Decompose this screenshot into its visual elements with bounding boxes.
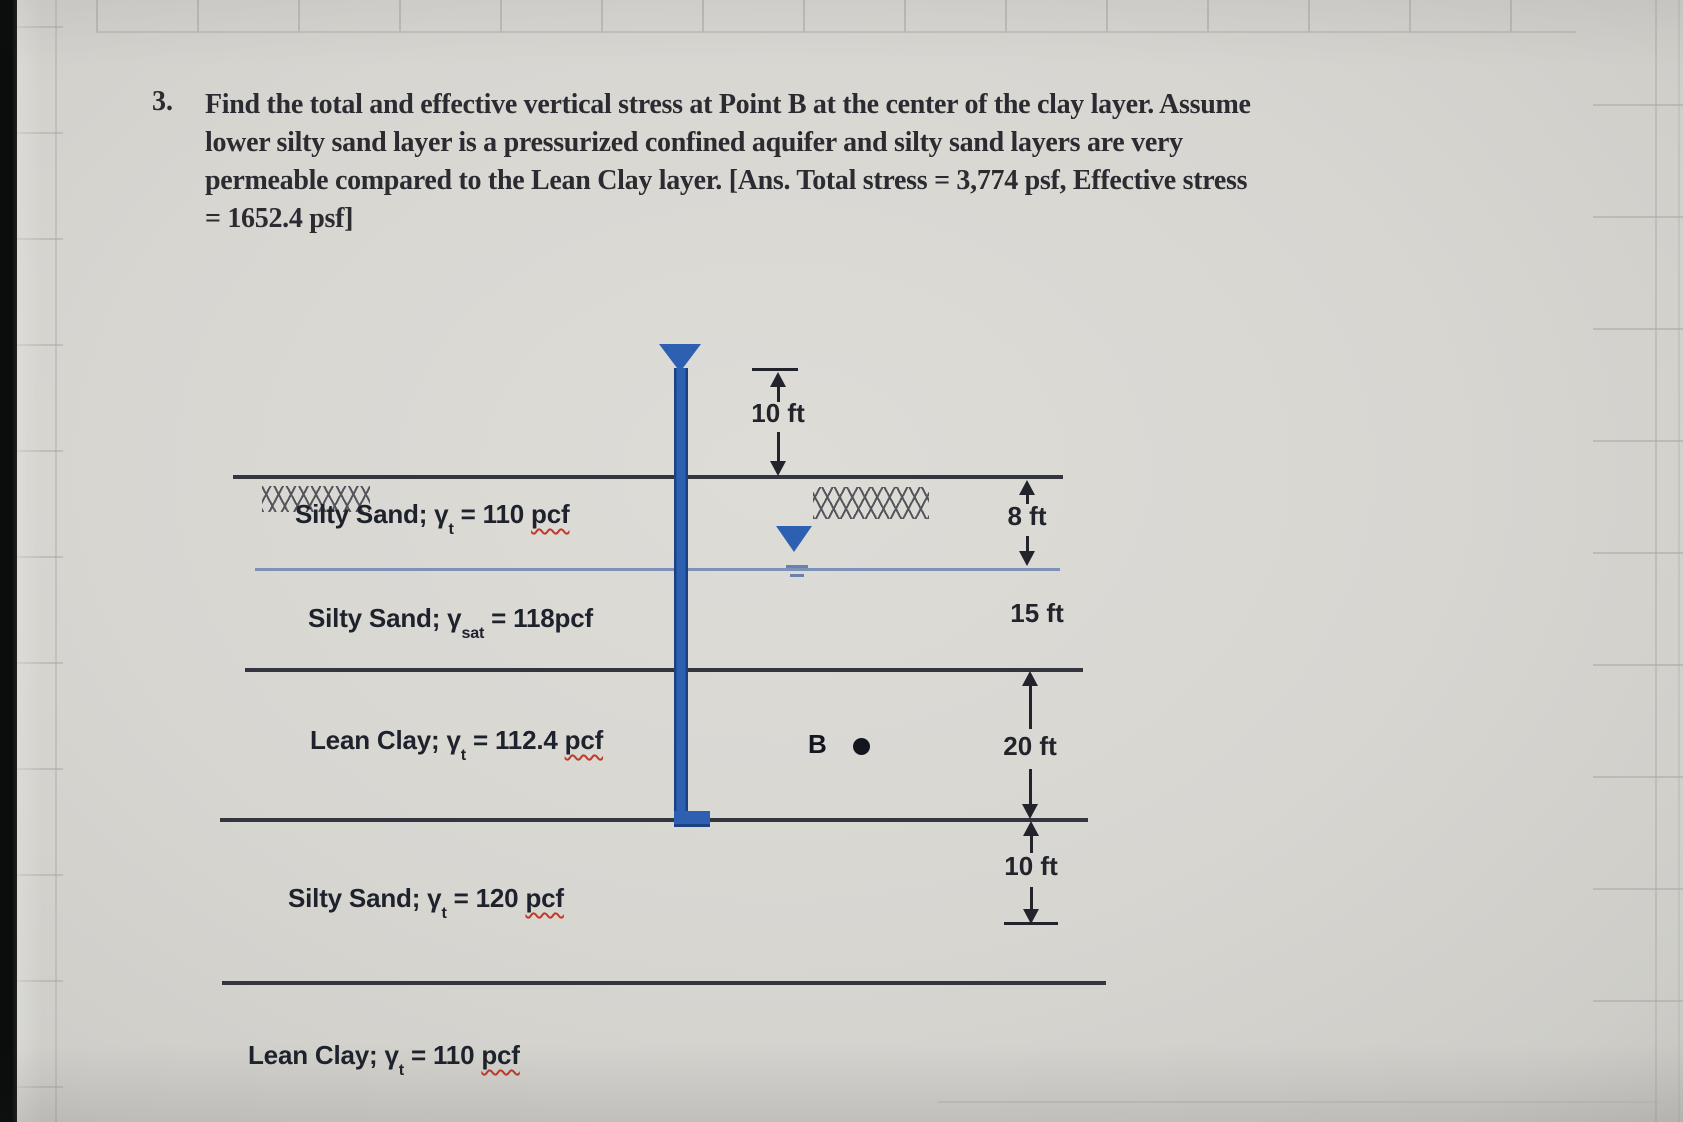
label-text: = 118pcf bbox=[484, 603, 593, 633]
dim-stem bbox=[1030, 835, 1033, 853]
dim-stem bbox=[1029, 685, 1032, 729]
label-subscript: t bbox=[441, 903, 447, 922]
label-text: Lean Clay; γ bbox=[248, 1040, 399, 1070]
arrow-up-icon bbox=[1019, 480, 1035, 495]
dim-label-upper-sand-dry: 8 ft bbox=[1007, 501, 1047, 531]
label-lean-clay-110: Lean Clay; γt = 110 pcf bbox=[248, 1040, 520, 1079]
problem-number: 3. bbox=[152, 86, 173, 117]
arrow-down-icon bbox=[1019, 551, 1035, 566]
label-text: = 110 bbox=[453, 499, 532, 529]
dim-stem bbox=[1030, 887, 1033, 911]
piezometric-level-triangle-icon bbox=[659, 344, 701, 372]
dim-stem bbox=[1029, 769, 1032, 805]
label-text: Silty Sand; γ bbox=[288, 883, 442, 913]
dim-stem bbox=[1026, 494, 1029, 504]
arrow-down-icon bbox=[1022, 804, 1038, 819]
arrow-down-icon bbox=[770, 461, 786, 476]
label-text: = 110 bbox=[403, 1040, 482, 1070]
water-table-triangle-icon bbox=[776, 526, 812, 552]
arrow-down-icon bbox=[1023, 909, 1039, 924]
arrow-up-icon bbox=[770, 372, 786, 387]
water-table-line bbox=[255, 568, 1060, 571]
label-subscript: t bbox=[448, 519, 454, 538]
graph-paper-bottom-line bbox=[938, 1101, 1660, 1103]
dim-label-lower-sand: 10 ft bbox=[1004, 851, 1058, 881]
lower-sand-clay-boundary-line bbox=[222, 981, 1106, 985]
dim-stem bbox=[777, 386, 780, 402]
label-text: Lean Clay; γ bbox=[310, 725, 461, 755]
graph-paper-right-ticks bbox=[1593, 104, 1683, 1064]
label-silty-sand-120: Silty Sand; γt = 120 pcf bbox=[288, 883, 564, 922]
label-subscript: t bbox=[398, 1060, 404, 1079]
dim-label-upper-sand-sat: 15 ft bbox=[1010, 598, 1064, 628]
graph-paper-top-ruling bbox=[96, 0, 1576, 33]
ground-hatch-left bbox=[262, 486, 370, 512]
problem-line-4: = 1652.4 psf] bbox=[205, 203, 354, 234]
label-misspelled-word: pcf bbox=[531, 499, 570, 529]
dim-stem bbox=[1026, 536, 1029, 552]
ground-surface-line bbox=[233, 475, 1063, 479]
water-table-mark-2 bbox=[790, 574, 804, 577]
label-text: = 120 bbox=[446, 883, 526, 913]
label-text: Silty Sand; γ bbox=[308, 603, 462, 633]
label-subscript: t bbox=[460, 745, 466, 764]
standpipe-foot bbox=[674, 811, 710, 827]
photo-left-edge bbox=[0, 0, 17, 1122]
clay-bottom-boundary-line bbox=[220, 818, 1088, 822]
sand-clay-boundary-line bbox=[245, 668, 1083, 672]
label-subscript: sat bbox=[461, 623, 485, 642]
dim-label-pipe-head: 10 ft bbox=[751, 398, 805, 428]
label-text: Silty Sand; γ bbox=[295, 499, 449, 529]
label-misspelled-word: pcf bbox=[525, 883, 564, 913]
dim-stem bbox=[777, 432, 780, 463]
dim-end-tick bbox=[1004, 922, 1058, 925]
label-misspelled-word: pcf bbox=[564, 725, 604, 755]
label-text: = 112.4 bbox=[465, 725, 565, 755]
ground-hatch-right bbox=[813, 487, 929, 519]
label-misspelled-word: pcf bbox=[481, 1040, 520, 1070]
problem-line-2: lower silty sand layer is a pressurized … bbox=[205, 127, 1183, 158]
label-lean-clay-112: Lean Clay; γt = 112.4 pcf bbox=[310, 725, 604, 764]
standpipe bbox=[674, 368, 688, 818]
problem-line-3: permeable compared to the Lean Clay laye… bbox=[205, 165, 1248, 196]
problem-statement: Find the total and effective vertical st… bbox=[205, 86, 1251, 238]
dim-head-tick bbox=[752, 368, 798, 371]
arrow-up-icon bbox=[1022, 671, 1038, 686]
water-table-mark-1 bbox=[786, 565, 808, 568]
point-b-marker bbox=[853, 738, 870, 755]
label-silty-sand-118: Silty Sand; γsat = 118pcf bbox=[308, 603, 593, 642]
arrow-up-icon bbox=[1023, 821, 1039, 836]
page-edge-highlight bbox=[17, 0, 43, 1122]
dim-label-clay: 20 ft bbox=[1003, 731, 1057, 761]
problem-line-1: Find the total and effective vertical st… bbox=[205, 89, 1251, 120]
label-silty-sand-110: Silty Sand; γt = 110 pcf bbox=[295, 499, 570, 538]
point-b-label: B bbox=[808, 729, 827, 759]
